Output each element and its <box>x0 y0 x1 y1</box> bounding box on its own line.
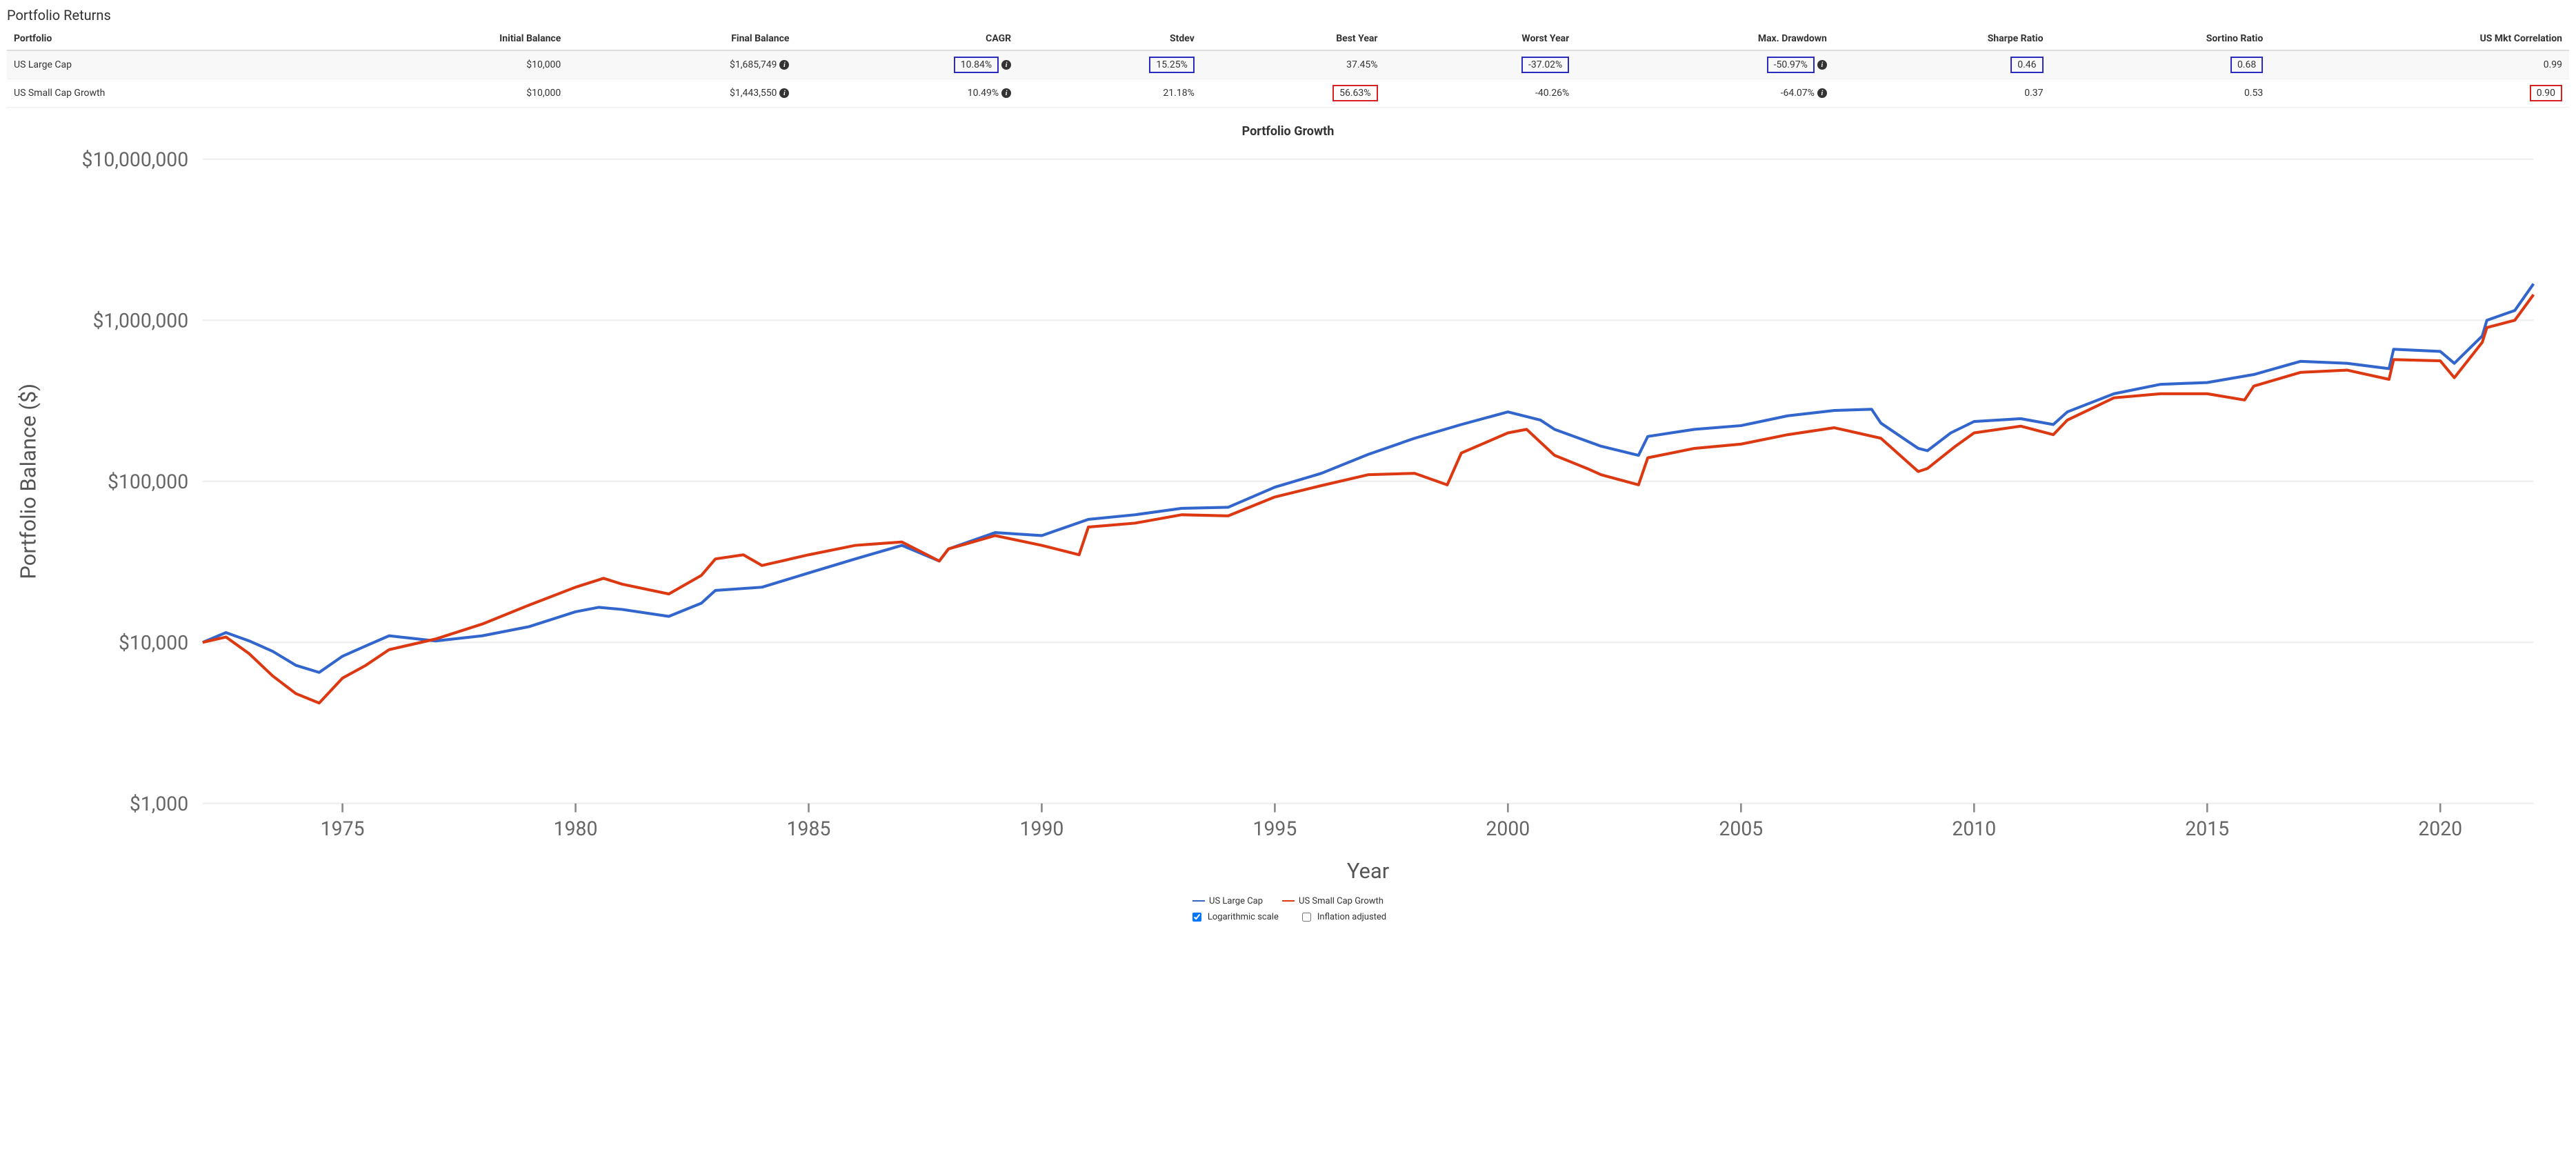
svg-text:1995: 1995 <box>1253 817 1297 840</box>
info-icon[interactable]: i <box>1001 88 1011 98</box>
log-scale-checkbox[interactable] <box>1192 913 1201 922</box>
table-cell: 0.99 <box>2270 50 2569 79</box>
chart-title: Portfolio Growth <box>7 124 2569 139</box>
legend-swatch <box>1192 900 1205 902</box>
col-header: Sharpe Ratio <box>1834 28 2050 50</box>
svg-text:2005: 2005 <box>1719 817 1763 840</box>
table-cell: 37.45% <box>1201 50 1385 79</box>
table-cell: -37.02% <box>1385 50 1577 79</box>
legend-item[interactable]: US Small Cap Growth <box>1282 896 1384 906</box>
info-icon[interactable]: i <box>779 60 789 70</box>
svg-text:$1,000: $1,000 <box>130 793 188 815</box>
svg-text:1985: 1985 <box>787 817 831 840</box>
chart-legend: US Large Cap US Small Cap Growth <box>7 896 2569 906</box>
chart-block: Portfolio Growth $1,000$10,000$100,000$1… <box>7 124 2569 924</box>
table-cell: 56.63% <box>1201 79 1385 108</box>
svg-text:Portfolio Balance ($): Portfolio Balance ($) <box>15 384 41 579</box>
legend-swatch <box>1282 900 1295 902</box>
returns-table: PortfolioInitial BalanceFinal BalanceCAG… <box>7 28 2569 108</box>
table-cell: 0.37 <box>1834 79 2050 108</box>
log-scale-label: Logarithmic scale <box>1208 912 1279 922</box>
table-cell: -50.97%i <box>1576 50 1834 79</box>
col-header: Worst Year <box>1385 28 1577 50</box>
growth-chart-svg: $1,000 $10,000 $100,000 $1,000,000 $10,000,0… <box>7 141 2569 889</box>
table-cell: US Small Cap Growth <box>7 79 334 108</box>
table-cell: 21.18% <box>1018 79 1201 108</box>
info-icon[interactable]: i <box>779 88 789 98</box>
col-header: CAGR <box>796 28 1018 50</box>
col-header: Final Balance <box>568 28 796 50</box>
table-cell: -64.07%i <box>1576 79 1834 108</box>
col-header: Portfolio <box>7 28 334 50</box>
col-header: US Mkt Correlation <box>2270 28 2569 50</box>
table-cell: 15.25% <box>1018 50 1201 79</box>
svg-text:$10,000,000: $10,000,000 <box>82 148 189 171</box>
table-cell: 0.90 <box>2270 79 2569 108</box>
table-row: US Large Cap$10,000$1,685,749i10.84%i15.… <box>7 50 2569 79</box>
table-cell: 0.53 <box>2050 79 2270 108</box>
col-header: Stdev <box>1018 28 1201 50</box>
table-cell: -40.26% <box>1385 79 1577 108</box>
col-header: Initial Balance <box>334 28 568 50</box>
legend-item[interactable]: US Large Cap <box>1192 896 1263 906</box>
inflation-toggle[interactable]: Inflation adjusted <box>1299 911 1386 924</box>
table-cell: $1,443,550i <box>568 79 796 108</box>
chart-controls: Logarithmic scale Inflation adjusted <box>7 911 2569 924</box>
svg-text:2015: 2015 <box>2185 817 2229 840</box>
table-row: US Small Cap Growth$10,000$1,443,550i10.… <box>7 79 2569 108</box>
svg-text:2010: 2010 <box>1952 817 1996 840</box>
svg-text:2000: 2000 <box>1486 817 1530 840</box>
svg-text:1980: 1980 <box>554 817 598 840</box>
table-cell: 0.46 <box>1834 50 2050 79</box>
info-icon[interactable]: i <box>1817 60 1827 70</box>
info-icon[interactable]: i <box>1817 88 1827 98</box>
col-header: Best Year <box>1201 28 1385 50</box>
svg-text:Year: Year <box>1347 858 1390 884</box>
table-cell: $1,685,749i <box>568 50 796 79</box>
info-icon[interactable]: i <box>1001 60 1011 70</box>
chart-area: $1,000 $10,000 $100,000 $1,000,000 $10,000,0… <box>7 141 2569 889</box>
table-cell: US Large Cap <box>7 50 334 79</box>
svg-text:$100,000: $100,000 <box>108 470 188 493</box>
svg-text:$10,000: $10,000 <box>119 632 188 655</box>
table-cell: 0.68 <box>2050 50 2270 79</box>
inflation-label: Inflation adjusted <box>1317 912 1386 922</box>
section-title: Portfolio Returns <box>7 7 2569 23</box>
svg-text:1990: 1990 <box>1020 817 1064 840</box>
table-cell: $10,000 <box>334 79 568 108</box>
table-cell: 10.49%i <box>796 79 1018 108</box>
legend-label: US Small Cap Growth <box>1299 896 1384 906</box>
svg-text:2020: 2020 <box>2418 817 2462 840</box>
table-cell: $10,000 <box>334 50 568 79</box>
svg-text:$1,000,000: $1,000,000 <box>92 310 188 332</box>
legend-label: US Large Cap <box>1209 896 1263 906</box>
inflation-checkbox[interactable] <box>1302 913 1311 922</box>
svg-text:1975: 1975 <box>321 817 365 840</box>
log-scale-toggle[interactable]: Logarithmic scale <box>1190 911 1279 924</box>
table-cell: 10.84%i <box>796 50 1018 79</box>
col-header: Sortino Ratio <box>2050 28 2270 50</box>
col-header: Max. Drawdown <box>1576 28 1834 50</box>
